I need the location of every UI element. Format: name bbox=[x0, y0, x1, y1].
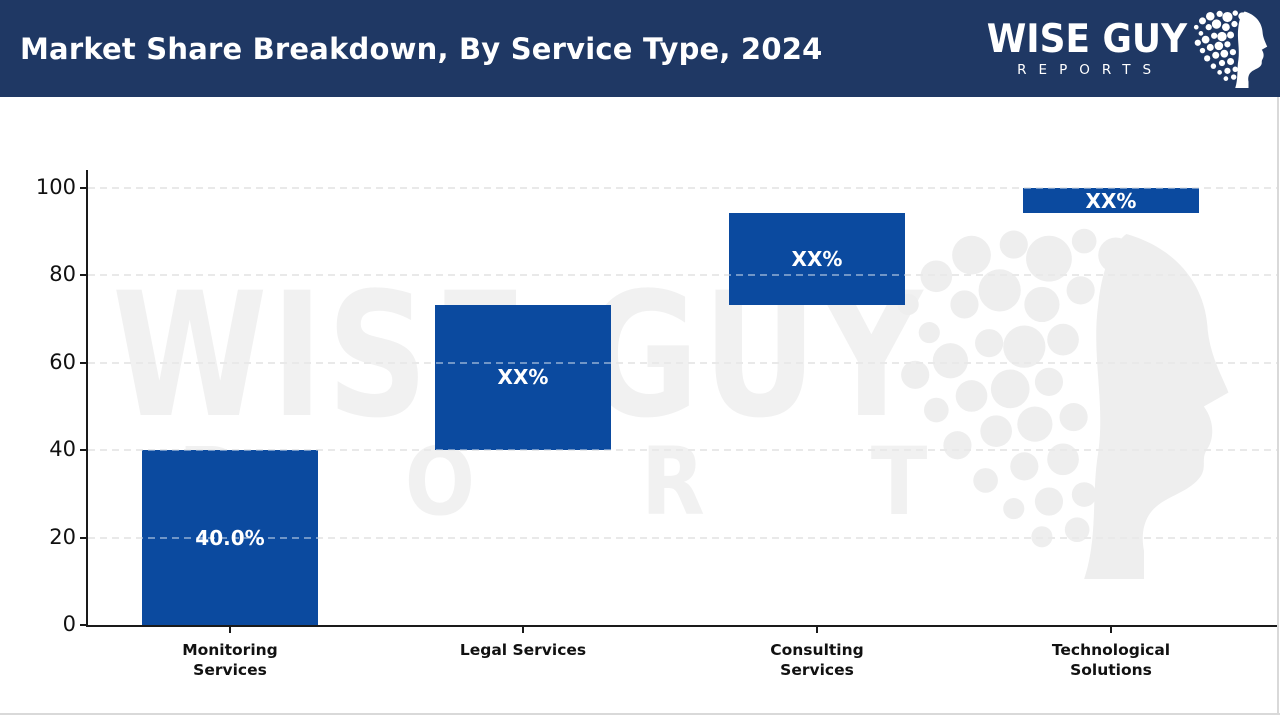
gridline-overlay-40 bbox=[88, 449, 1278, 452]
gridline-100 bbox=[88, 187, 1278, 189]
y-tick-mark bbox=[80, 536, 87, 539]
chart-title: Market Share Breakdown, By Service Type,… bbox=[20, 31, 823, 66]
brand-wordmark-sub: REPORTS bbox=[1017, 61, 1164, 78]
gridline-overlay-20 bbox=[88, 536, 1278, 539]
y-tick-mark bbox=[80, 361, 87, 364]
gridline-80 bbox=[88, 274, 1278, 277]
x-tick-mark bbox=[816, 627, 818, 633]
gridline-20 bbox=[88, 536, 1278, 539]
x-tick-mark bbox=[1110, 627, 1112, 633]
brand-logo: WISE GUY REPORTS bbox=[978, 7, 1268, 91]
x-category-label: Technological Solutions bbox=[1051, 641, 1171, 679]
brand-head-icon bbox=[1190, 7, 1268, 91]
gridline-40 bbox=[88, 449, 1278, 452]
bar-value-label: XX% bbox=[791, 247, 843, 271]
brand-wordmark: WISE GUY REPORTS bbox=[978, 20, 1196, 78]
x-category-label: Consulting Services bbox=[770, 641, 864, 679]
x-category-label: Monitoring Services bbox=[182, 641, 278, 679]
bar-value-label: 40.0% bbox=[195, 525, 265, 550]
y-tick-label: 80 bbox=[49, 262, 76, 287]
x-category-label: Legal Services bbox=[459, 641, 587, 659]
bar-monitoring-services: 40.0% bbox=[142, 450, 318, 625]
x-tick-mark bbox=[522, 627, 524, 633]
y-tick-label: 0 bbox=[62, 612, 76, 636]
gridline-60 bbox=[88, 361, 1278, 364]
y-tick-label: 60 bbox=[49, 349, 76, 374]
gridline-overlay-80 bbox=[88, 274, 1278, 277]
y-tick-mark bbox=[80, 449, 87, 452]
gridline-overlay-60 bbox=[88, 361, 1278, 364]
bar-technological-solutions: XX% bbox=[1023, 188, 1199, 214]
figure-border-right bbox=[1277, 97, 1279, 715]
brand-wordmark-main: WISE GUY bbox=[986, 16, 1188, 62]
figure-border-bottom bbox=[0, 713, 1280, 715]
bar-consulting-services: XX% bbox=[729, 213, 905, 305]
y-tick-label: 40 bbox=[49, 437, 76, 462]
y-axis-line bbox=[86, 170, 88, 627]
x-tick-mark bbox=[229, 627, 231, 633]
bar-value-label: XX% bbox=[1085, 188, 1137, 213]
y-tick-mark bbox=[80, 187, 87, 189]
gridline-overlay-100 bbox=[88, 187, 1278, 189]
header-bar: Market Share Breakdown, By Service Type,… bbox=[0, 0, 1280, 97]
y-tick-mark bbox=[80, 624, 87, 626]
bar-value-label: XX% bbox=[497, 365, 549, 390]
x-axis-line bbox=[86, 625, 1278, 627]
y-tick-label: 20 bbox=[49, 524, 76, 549]
y-tick-mark bbox=[80, 274, 87, 277]
y-tick-label: 100 bbox=[35, 175, 76, 199]
bar-legal-services: XX% bbox=[435, 304, 611, 451]
